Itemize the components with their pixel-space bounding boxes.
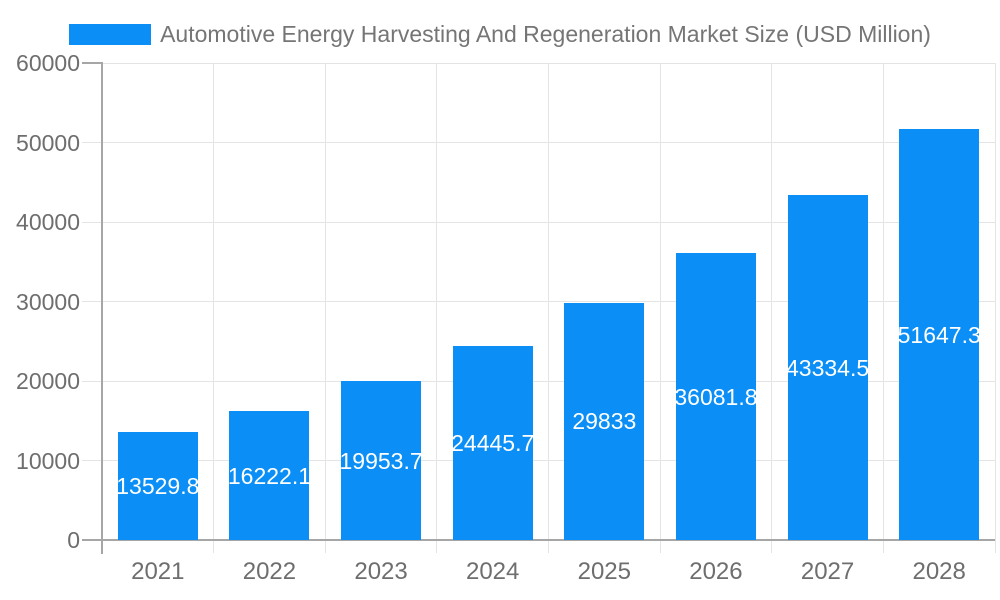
y-axis-line xyxy=(101,62,103,554)
gridline-vertical xyxy=(436,63,438,553)
x-axis-line xyxy=(82,539,995,541)
y-tick-mark xyxy=(82,460,102,461)
bar[interactable] xyxy=(229,411,310,540)
bar[interactable] xyxy=(452,345,533,540)
x-tick-label: 2023 xyxy=(354,558,408,585)
gridline-vertical xyxy=(548,63,549,553)
legend-label: Automotive Energy Harvesting And Regener… xyxy=(160,21,931,47)
legend-swatch-icon xyxy=(69,24,152,45)
gridline-vertical xyxy=(771,63,773,553)
y-tick-label: 30000 xyxy=(16,288,80,315)
x-tick-label: 2027 xyxy=(800,558,855,585)
x-tick-label: 2024 xyxy=(465,558,520,585)
plot-area: 0 10000 20000 30000 40000 50000 60000 13529.8 20… xyxy=(16,51,996,584)
bar[interactable] xyxy=(787,195,868,540)
gridline-vertical xyxy=(324,63,326,553)
x-tick-label: 2026 xyxy=(689,558,743,585)
y-tick-label: 10000 xyxy=(16,447,80,474)
x-tick-label: 2022 xyxy=(242,558,297,585)
x-tick-label: 2025 xyxy=(577,558,631,585)
gridline-vertical xyxy=(659,63,661,553)
y-tick-mark xyxy=(82,62,102,64)
y-tick-label: 0 xyxy=(67,527,80,553)
x-tick-label: 2028 xyxy=(912,558,966,585)
y-tick-label: 20000 xyxy=(16,368,80,394)
y-tick-label: 40000 xyxy=(16,209,80,235)
y-tick-mark xyxy=(82,301,102,302)
legend[interactable]: Automotive Energy Harvesting And Regener… xyxy=(0,21,1000,48)
gridline-vertical xyxy=(994,63,996,553)
y-tick-label: 60000 xyxy=(16,50,80,76)
y-tick-mark xyxy=(82,221,102,223)
bar[interactable] xyxy=(899,129,980,540)
y-tick-label: 50000 xyxy=(16,129,80,156)
y-tick-mark xyxy=(82,142,102,143)
x-tick-label: 2021 xyxy=(131,558,185,585)
bar[interactable] xyxy=(564,302,645,540)
gridline-vertical xyxy=(882,63,884,553)
bar[interactable] xyxy=(341,381,422,540)
y-tick-mark xyxy=(82,380,102,382)
gridline-vertical xyxy=(213,63,215,553)
bar[interactable] xyxy=(117,432,198,540)
bar[interactable] xyxy=(675,253,756,540)
